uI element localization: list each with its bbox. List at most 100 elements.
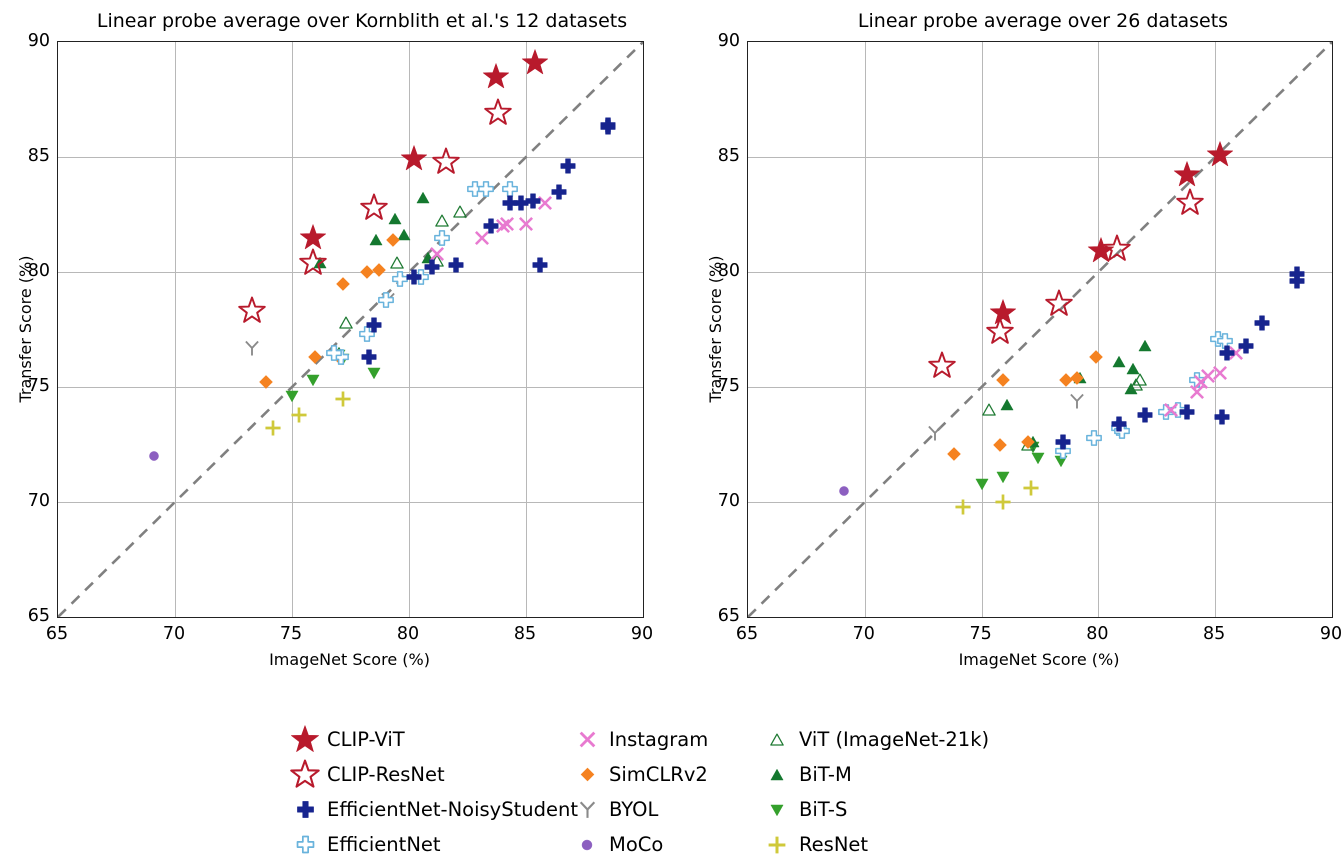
legend-label-resnet: ResNet (799, 833, 869, 856)
data-point-efficientnet-noisystudent (599, 119, 616, 136)
gridline-vertical (292, 42, 293, 617)
data-point-clip-resnet (1044, 289, 1073, 318)
legend-marker-vit-imagenet-21k (757, 722, 797, 757)
data-point-resnet (954, 498, 972, 516)
data-point-instagram (1193, 374, 1210, 391)
y-tick-label: 80 (27, 261, 50, 281)
legend-marker-clip-resnet (285, 757, 325, 792)
legend-label-moco: MoCo (609, 833, 664, 856)
data-point-resnet (334, 390, 352, 408)
gridline-horizontal (58, 272, 643, 273)
data-point-instagram (1162, 402, 1179, 419)
data-point-instagram (1211, 365, 1228, 382)
data-point-moco (148, 451, 159, 462)
data-point-bit-m (397, 228, 411, 242)
data-point-efficientnet-noisystudent (550, 183, 567, 200)
y-axis-title: Transfer Score (%) (706, 254, 725, 403)
gridline-horizontal (748, 502, 1332, 503)
data-point-clip-resnet (238, 296, 266, 325)
data-point-efficientnet (433, 229, 450, 246)
gridline-horizontal (58, 502, 643, 503)
gridline-horizontal (58, 157, 643, 158)
data-point-clip-vit (299, 223, 327, 252)
panel-right-title: Linear probe average over 26 datasets (857, 10, 1229, 32)
data-point-simclrv2 (371, 262, 386, 277)
legend-marker-bit-s (757, 792, 797, 827)
data-point-efficientnet-noisystudent (501, 195, 518, 212)
x-tick-label: 70 (162, 624, 186, 644)
gridline-vertical (175, 42, 176, 617)
data-point-bit-m (1124, 382, 1138, 396)
y-tick-label: 70 (27, 491, 50, 511)
data-point-resnet (264, 419, 282, 437)
x-tick-label: 85 (513, 624, 537, 644)
y-tick-label: 85 (717, 146, 740, 166)
legend-label-vit-imagenet-21k: ViT (ImageNet-21k) (799, 728, 990, 751)
data-point-instagram (518, 215, 535, 232)
data-point-bit-s (975, 477, 989, 491)
data-point-simclrv2 (1058, 373, 1073, 388)
x-tick-label: 70 (852, 624, 875, 644)
legend-marker-bit-m (757, 757, 797, 792)
data-point-efficientnet-noisystudent (525, 192, 542, 209)
data-point-instagram (1188, 383, 1205, 400)
data-point-vit-imagenet-21k (981, 403, 996, 417)
y-tick-label: 75 (717, 376, 740, 396)
x-tick-label: 65 (45, 624, 69, 644)
data-point-simclrv2 (359, 265, 374, 280)
y-tick-label: 90 (717, 31, 740, 51)
data-point-efficientnet (1188, 372, 1205, 389)
data-point-efficientnet-noisystudent (361, 349, 378, 366)
gridline-vertical (864, 42, 866, 617)
data-point-efficientnet-noisystudent (1137, 406, 1154, 423)
y-tick-label: 80 (717, 261, 740, 281)
data-point-efficientnet-noisystudent (365, 316, 382, 333)
data-point-bit-s (1031, 451, 1045, 465)
data-point-efficientnet-noisystudent (424, 259, 441, 276)
data-point-clip-vit (1206, 140, 1234, 169)
data-point-bit-m (388, 212, 402, 226)
data-point-vit-imagenet-21k (339, 316, 353, 330)
data-point-efficientnet (326, 344, 343, 361)
data-point-clip-vit (1087, 237, 1115, 265)
data-point-efficientnet (1158, 404, 1175, 421)
data-point-vit-imagenet-21k (434, 214, 449, 228)
legend-marker-instagram (567, 722, 607, 757)
data-point-simclrv2 (993, 437, 1008, 452)
data-point-byol (926, 425, 943, 442)
data-point-clip-resnet (299, 248, 327, 277)
gridline-vertical (409, 42, 410, 617)
legend-marker-simclrv2 (567, 757, 607, 792)
data-point-instagram (494, 218, 511, 235)
data-point-simclrv2 (385, 232, 400, 247)
data-point-resnet (1022, 479, 1040, 497)
chart-legend: CLIP-ViT Instagram ViT (ImageNet-21k) CLIP-… (0, 700, 1344, 864)
legend-label-clip-vit: CLIP-ViT (327, 728, 405, 751)
data-point-instagram (536, 195, 553, 212)
y-tick-label: 65 (27, 606, 50, 626)
diagonal-reference-line (748, 42, 1332, 617)
data-point-efficientnet-noisystudent (1055, 434, 1072, 451)
data-point-instagram (1228, 344, 1245, 361)
legend-marker-resnet (757, 827, 797, 862)
data-point-clip-resnet (986, 317, 1015, 346)
data-point-bit-s (996, 470, 1010, 484)
data-point-simclrv2 (946, 446, 961, 461)
data-point-efficientnet-noisystudent (1218, 344, 1235, 361)
data-point-clip-resnet (1175, 188, 1204, 217)
data-point-bit-m (1138, 339, 1152, 353)
gridline-horizontal (748, 272, 1332, 273)
y-tick-label: 65 (717, 606, 740, 626)
data-point-bit-s (367, 366, 381, 380)
plot-area-left (57, 41, 644, 618)
data-point-simclrv2 (336, 276, 351, 291)
data-point-efficientnet (391, 270, 408, 287)
data-point-efficientnet-noisystudent (560, 158, 577, 175)
data-point-vit-imagenet-21k (453, 205, 468, 219)
y-axis-title: Transfer Score (%) (16, 254, 35, 403)
legend-label-byol: BYOL (609, 798, 659, 821)
data-point-efficientnet-noisystudent (405, 268, 422, 285)
data-point-clip-vit (1173, 161, 1201, 189)
data-point-simclrv2 (1021, 435, 1036, 450)
legend-label-bit-s: BiT-S (799, 798, 848, 821)
